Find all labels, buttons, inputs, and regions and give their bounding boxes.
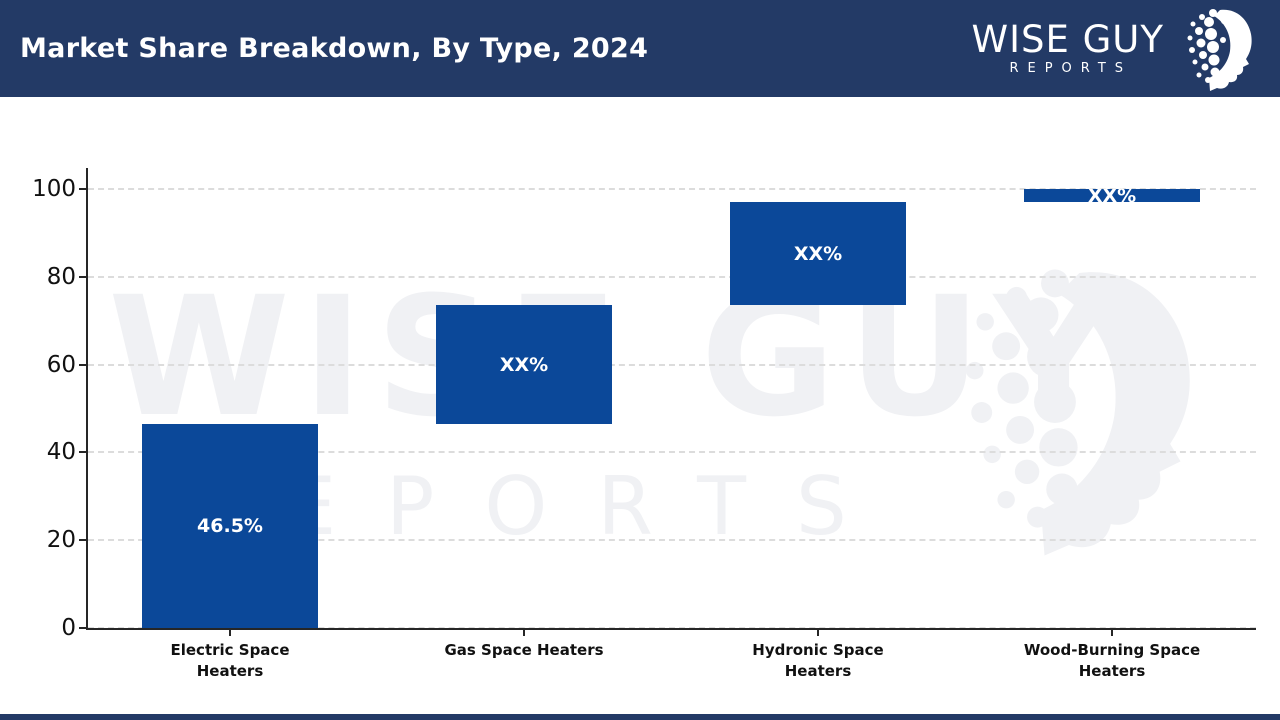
header-bar: Market Share Breakdown, By Type, 2024 WI… — [0, 0, 1280, 97]
x-tick-label: Hydronic Space Heaters — [752, 641, 884, 680]
bar-value-label: XX% — [499, 353, 549, 376]
bar-segment: XX% — [730, 202, 906, 306]
x-tick-mark — [229, 628, 231, 636]
x-axis-spine — [86, 628, 1256, 630]
y-tick-mark — [79, 451, 88, 454]
wise-guy-reports-logo: WISE GUY REPORTS — [972, 7, 1254, 91]
logo-text: WISE GUY REPORTS — [972, 21, 1164, 76]
bar-segment: 46.5% — [142, 423, 318, 628]
bar-value-label: XX% — [1087, 184, 1137, 207]
footer-bar — [0, 714, 1280, 720]
page-title: Market Share Breakdown, By Type, 2024 — [20, 33, 649, 64]
y-tick-mark — [79, 363, 88, 366]
watermark-face-icon — [966, 269, 1190, 556]
bar-segment: XX% — [1024, 185, 1200, 207]
x-tick-label: Electric Space Heaters — [170, 641, 290, 680]
y-tick-mark — [79, 188, 88, 190]
y-tick-label: 0 — [61, 615, 76, 641]
logo-subtitle: REPORTS — [1009, 61, 1133, 76]
y-tick-label: 100 — [32, 176, 76, 202]
x-tick-label: Gas Space Heaters — [444, 641, 604, 659]
x-tick-mark — [1111, 628, 1113, 636]
y-tick-label: 40 — [46, 439, 76, 466]
y-axis-spine — [86, 168, 88, 630]
y-gridline — [88, 539, 1256, 542]
dotted-face-icon — [1187, 8, 1252, 91]
bar-value-label: XX% — [793, 242, 843, 265]
x-tick-mark — [523, 628, 525, 636]
bar-segment: XX% — [436, 305, 612, 424]
y-tick-label: 80 — [46, 263, 76, 290]
chart-canvas: WISE GUY REPORTS 0 20 40 60 80 100 46.5% Electr… — [0, 97, 1280, 714]
x-tick-label: Wood-Burning Space Heaters — [1023, 641, 1201, 680]
y-gridline — [88, 363, 1256, 366]
bar-value-label: 46.5% — [197, 514, 263, 537]
y-gridline — [88, 451, 1256, 454]
x-tick-mark — [817, 628, 819, 636]
y-gridline — [88, 275, 1256, 278]
y-gridline — [88, 188, 1256, 190]
y-tick-label: 20 — [46, 527, 76, 554]
y-tick-mark — [79, 275, 88, 278]
logo-wordmark: WISE GUY — [971, 18, 1164, 61]
y-tick-mark — [79, 539, 88, 542]
y-tick-mark — [79, 627, 88, 629]
y-tick-label: 60 — [46, 351, 76, 378]
